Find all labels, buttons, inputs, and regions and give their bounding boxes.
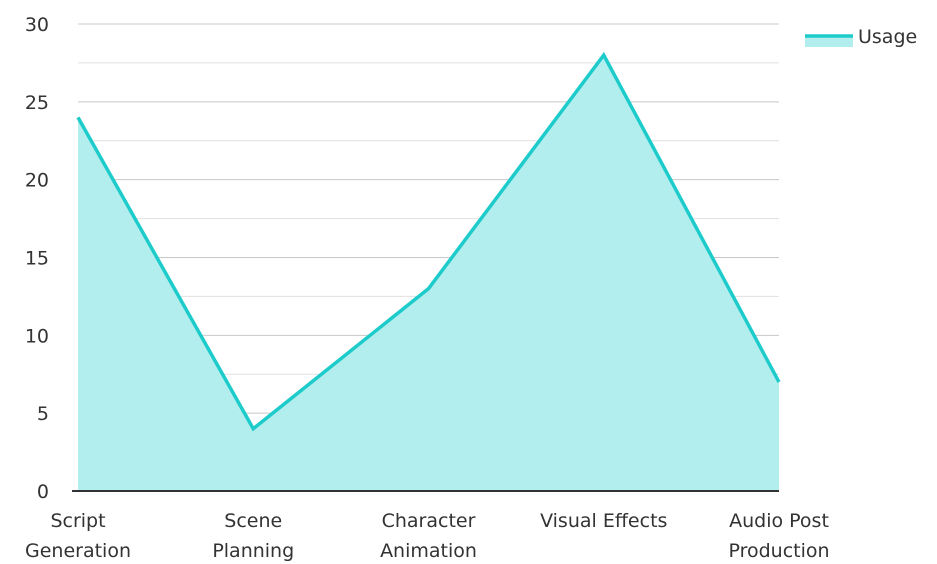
- x-tick-label-line: Script: [50, 510, 105, 532]
- x-tick-label-line: Generation: [25, 540, 131, 562]
- y-tick-label: 10: [25, 325, 49, 347]
- x-tick-label-line: Animation: [380, 540, 477, 562]
- y-tick-label: 5: [37, 403, 49, 425]
- series-line-usage: [76, 51, 781, 432]
- x-tick-label: Scene Planning: [212, 510, 294, 562]
- x-axis-tick-labels: Script Generation Scene Planning Character An…: [25, 510, 830, 562]
- y-tick-label: 30: [25, 14, 49, 36]
- x-tick-label-line: Visual Effects: [540, 510, 667, 532]
- y-axis-tick-labels: 0 5 10 15 20 25 30: [25, 14, 49, 503]
- x-tick-label-line: Planning: [212, 540, 294, 562]
- y-tick-label: 0: [37, 481, 49, 503]
- legend-swatch-fill: [805, 35, 853, 47]
- y-tick-label: 25: [25, 92, 49, 114]
- y-tick-label: 15: [25, 248, 49, 270]
- x-tick-label-line: Audio Post: [729, 510, 829, 532]
- x-tick-label: Character Animation: [380, 510, 477, 562]
- x-tick-label-line: Production: [728, 540, 829, 562]
- x-tick-label: Visual Effects: [540, 510, 667, 532]
- x-tick-label: Audio Post Production: [728, 510, 829, 562]
- x-tick-label-line: Scene: [224, 510, 282, 532]
- series-area-fill: [78, 55, 779, 492]
- series-area: [76, 51, 781, 492]
- x-tick-label: Script Generation: [25, 510, 131, 562]
- legend-label-usage: Usage: [858, 26, 917, 48]
- x-tick-label-line: Character: [382, 510, 476, 532]
- legend: Usage: [805, 26, 917, 48]
- y-tick-label: 20: [25, 170, 49, 192]
